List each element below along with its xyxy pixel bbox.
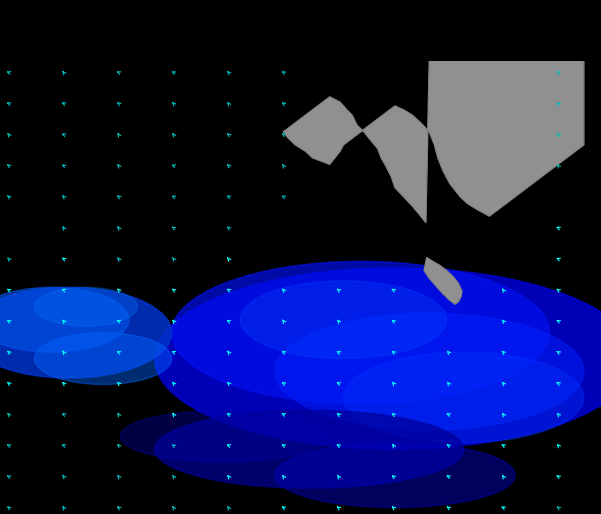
Ellipse shape (34, 333, 172, 384)
Ellipse shape (34, 287, 138, 326)
Polygon shape (283, 61, 584, 223)
Text: Arrows show the wind wave direction: Arrows show the wind wave direction (176, 41, 425, 54)
Ellipse shape (343, 352, 584, 443)
Ellipse shape (240, 281, 447, 359)
Ellipse shape (275, 443, 515, 507)
Ellipse shape (154, 268, 601, 449)
Ellipse shape (0, 287, 172, 378)
Text: Secondary Swell energy on Thursday 20 Mar at 8pm +05: Secondary Swell energy on Thursday 20 Ma… (50, 11, 551, 29)
Ellipse shape (172, 262, 549, 404)
Polygon shape (424, 258, 462, 304)
Ellipse shape (154, 410, 463, 488)
Ellipse shape (0, 287, 129, 352)
Ellipse shape (275, 313, 584, 430)
Ellipse shape (120, 410, 326, 462)
